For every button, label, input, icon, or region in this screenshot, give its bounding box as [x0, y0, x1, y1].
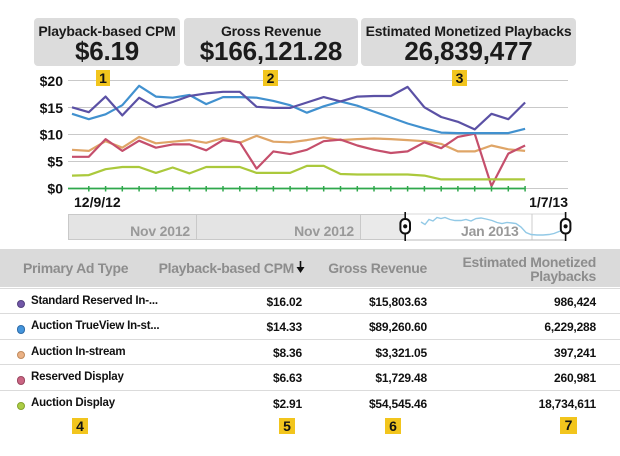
svg-text:$20: $20	[40, 73, 64, 89]
svg-text:$0: $0	[47, 181, 63, 197]
svg-text:1/7/13: 1/7/13	[529, 194, 568, 210]
svg-text:12/9/12: 12/9/12	[74, 194, 121, 210]
svg-text:$10: $10	[40, 127, 64, 143]
svg-text:$15: $15	[40, 100, 64, 116]
svg-text:$5: $5	[47, 154, 63, 170]
